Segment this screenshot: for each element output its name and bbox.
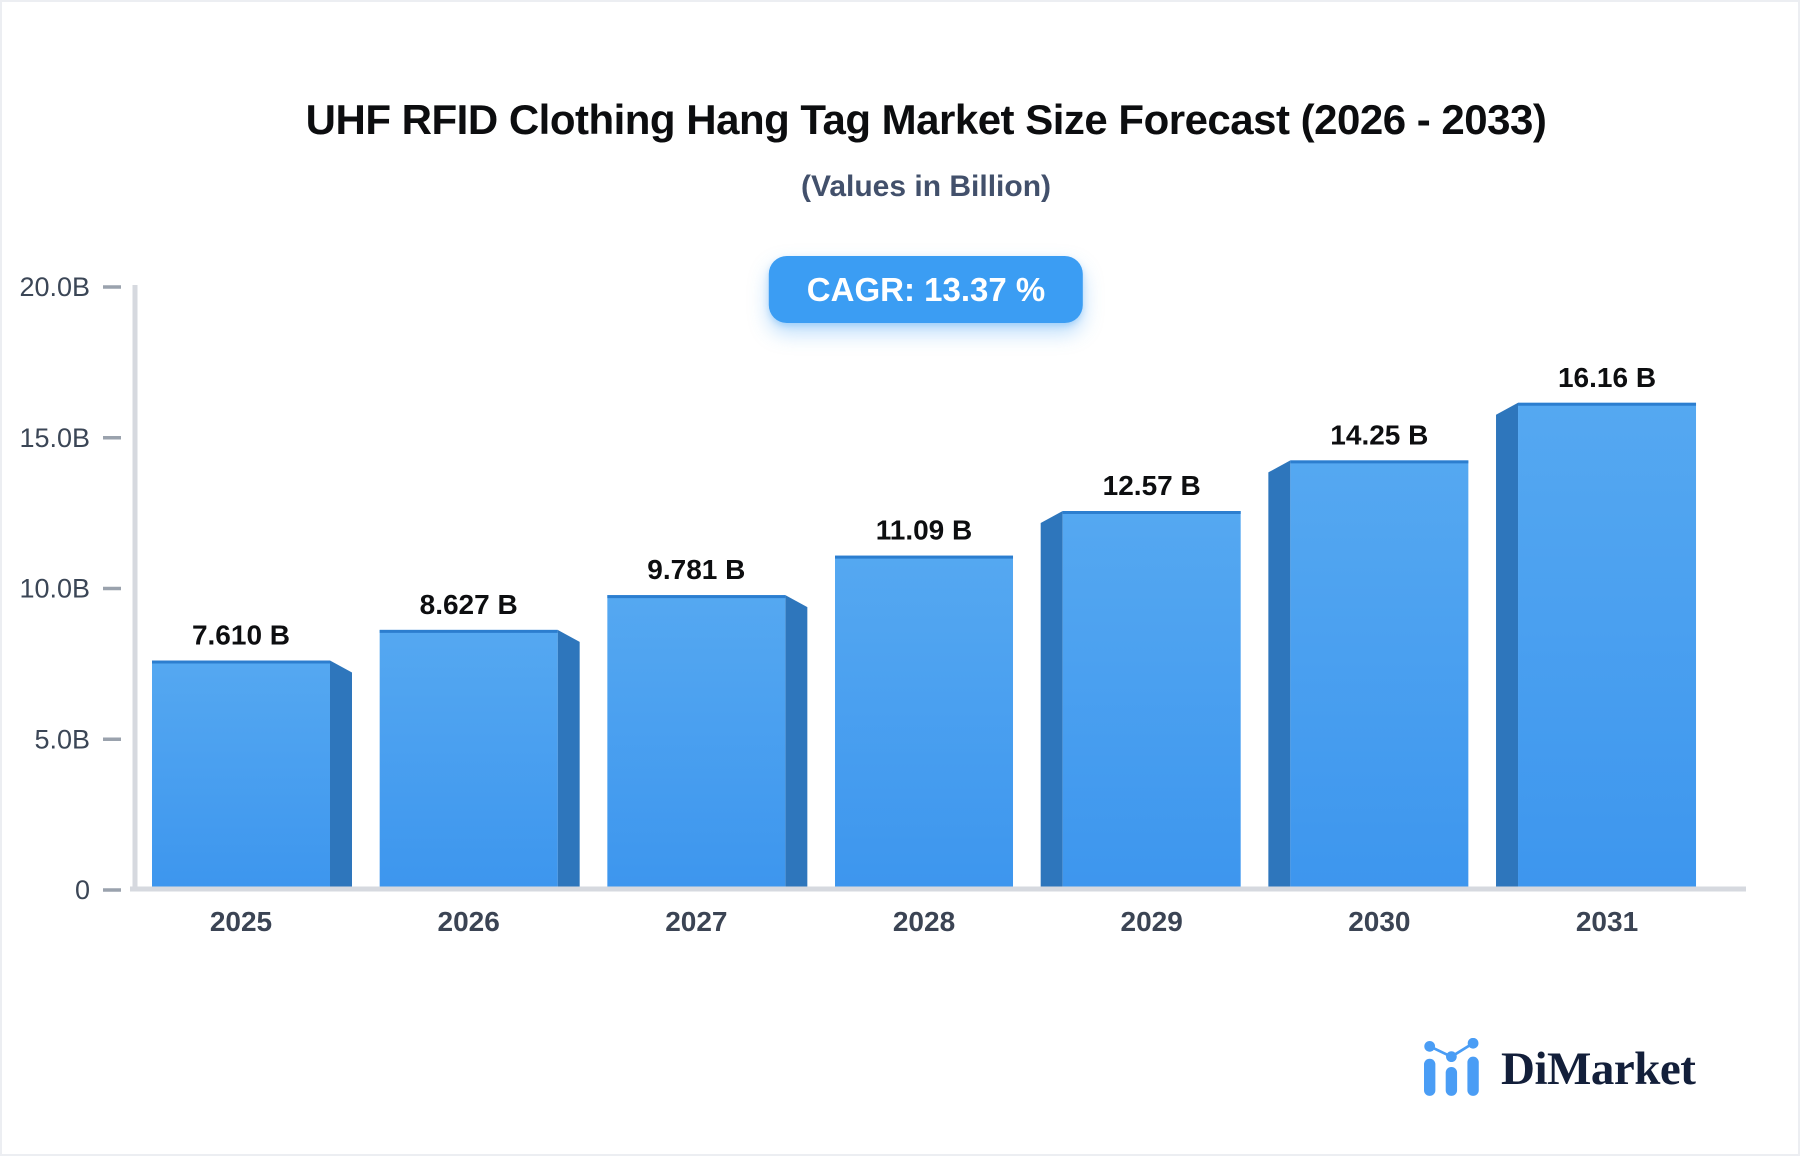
bar-side-face xyxy=(1040,511,1063,887)
bar-2029: 12.57 B 2029 xyxy=(1040,470,1241,937)
y-tick-label: 10.0B xyxy=(19,574,90,604)
bar-2030: 14.25 B 2030 xyxy=(1268,419,1469,937)
x-category-label: 2029 xyxy=(1121,906,1183,937)
bar-side-face xyxy=(1496,402,1519,887)
bar-value-label: 11.09 B xyxy=(876,515,973,546)
bar-front-face xyxy=(379,629,558,887)
bar-value-label: 9.781 B xyxy=(647,554,745,585)
bar-front-face xyxy=(1290,460,1469,887)
y-tick-label: 5.0B xyxy=(34,724,90,754)
bar-2028: 11.09 B 2028 xyxy=(835,515,1014,937)
bar-value-label: 12.57 B xyxy=(1103,470,1201,501)
y-tick-label: 20.0B xyxy=(19,272,90,302)
brand-logo: DiMarket xyxy=(1424,1038,1696,1096)
bar-front-face xyxy=(1062,511,1241,887)
cagr-badge: CAGR: 13.37 % xyxy=(768,256,1084,323)
y-tick-label: 0 xyxy=(75,875,90,905)
bar-side-face xyxy=(785,595,808,887)
bar-2031: 16.16 B 2031 xyxy=(1496,362,1697,937)
bar-front-face xyxy=(835,555,1014,887)
bar-side-face xyxy=(557,629,580,887)
brand-name: DiMarket xyxy=(1501,1042,1696,1095)
dimarket-logo-icon xyxy=(1424,1038,1479,1096)
page-title: UHF RFID Clothing Hang Tag Market Size F… xyxy=(305,96,1547,143)
x-category-label: 2026 xyxy=(438,906,500,937)
x-category-label: 2025 xyxy=(210,906,272,937)
y-tick-label: 15.0B xyxy=(19,423,90,453)
bar-side-face xyxy=(330,660,352,887)
bar-value-label: 7.610 B xyxy=(192,620,290,651)
bar-2025: 7.610 B 2025 xyxy=(152,620,352,937)
x-category-label: 2031 xyxy=(1576,906,1638,937)
x-category-label: 2028 xyxy=(893,906,955,937)
chart-subtitle: (Values in Billion) xyxy=(800,170,1052,203)
bar-front-face xyxy=(1518,402,1697,887)
bar-value-label: 8.627 B xyxy=(420,589,518,620)
bar-side-face xyxy=(1268,460,1291,887)
x-category-label: 2027 xyxy=(665,906,727,937)
bar-front-face xyxy=(607,595,786,887)
bar-value-label: 14.25 B xyxy=(1330,419,1428,450)
x-category-label: 2030 xyxy=(1348,906,1410,937)
bar-value-label: 16.16 B xyxy=(1558,362,1656,393)
bar-front-face xyxy=(152,660,330,887)
bar-2027: 9.781 B 2027 xyxy=(607,554,808,937)
bar-2026: 8.627 B 2026 xyxy=(379,589,580,937)
